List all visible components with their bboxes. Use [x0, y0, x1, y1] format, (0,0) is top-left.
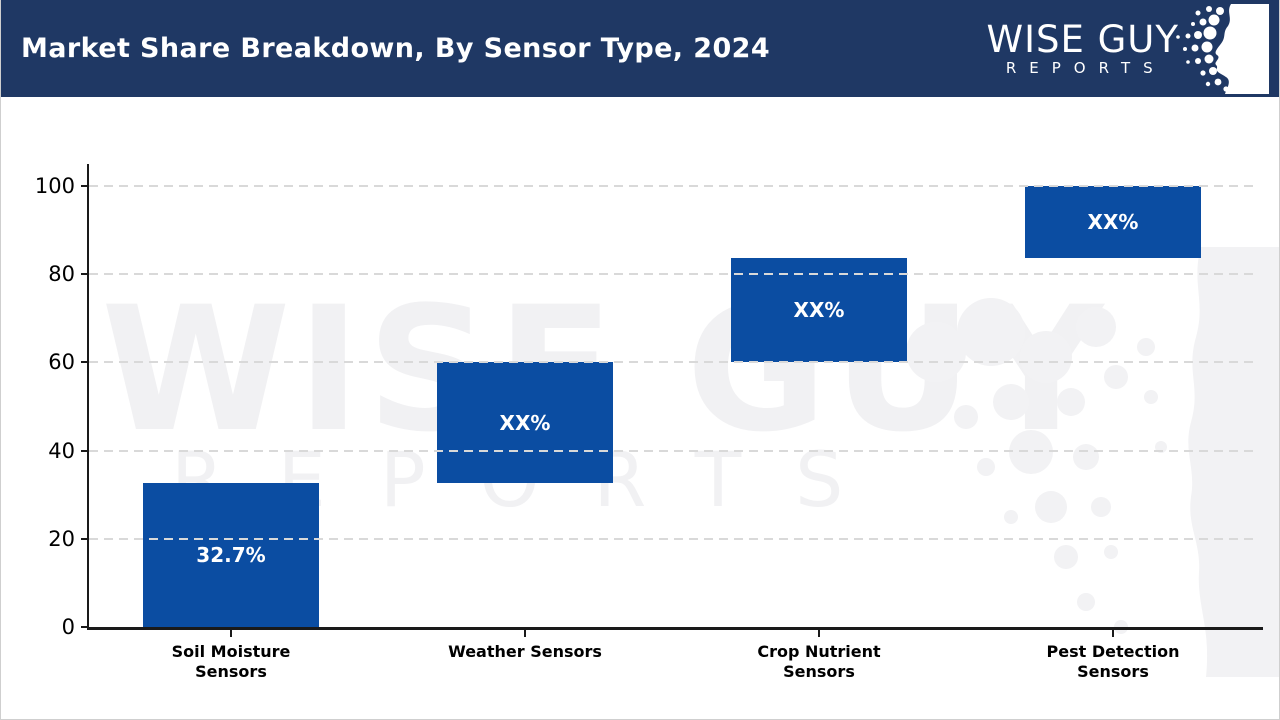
- y-axis-tick: [81, 537, 89, 540]
- bar-value-label: XX%: [793, 298, 845, 323]
- bar-value-label: 32.7%: [196, 542, 266, 567]
- y-tick-label: 40: [48, 438, 75, 463]
- y-axis-line: [87, 164, 89, 630]
- plot: 0 20 40 60 80 100 32.7% XX% XX% XX% Soil Moisture S…: [1, 97, 1279, 719]
- category-label: Crop Nutrient Sensors: [659, 642, 979, 682]
- brand-logo: WISE GUY REPORTS: [986, 3, 1269, 94]
- category-label-line: Weather Sensors: [448, 642, 602, 661]
- y-axis-tick: [81, 273, 89, 276]
- y-axis-tick: [81, 626, 89, 628]
- header: Market Share Breakdown, By Sensor Type, …: [1, 0, 1279, 97]
- y-axis-tick: [81, 361, 89, 364]
- category-label-line: Sensors: [195, 662, 267, 681]
- x-axis-line: [87, 627, 1263, 630]
- watermark-face-icon: [906, 247, 1279, 677]
- y-tick-label: 60: [48, 350, 75, 375]
- bar-segment: XX%: [1025, 186, 1201, 258]
- category-label-line: Crop Nutrient: [757, 642, 881, 661]
- x-axis-tick: [524, 630, 526, 637]
- y-axis-tick: [81, 185, 89, 187]
- gridline: [89, 185, 1253, 187]
- bar-value-label: XX%: [499, 410, 551, 435]
- bar-value-label: XX%: [1087, 209, 1139, 234]
- page-title: Market Share Breakdown, By Sensor Type, …: [21, 33, 770, 64]
- category-label: Weather Sensors: [365, 642, 685, 662]
- category-label-line: Sensors: [783, 662, 855, 681]
- gridline: [89, 273, 1253, 276]
- x-axis-tick: [1112, 630, 1114, 637]
- category-label-line: Soil Moisture: [171, 642, 291, 661]
- brand-logo-text: WISE GUY REPORTS: [986, 17, 1179, 77]
- bar-segment: XX%: [437, 362, 613, 483]
- bar-segment: 32.7%: [143, 482, 319, 627]
- category-label-line: Pest Detection: [1046, 642, 1180, 661]
- gridline: [89, 449, 1253, 452]
- y-tick-label: 80: [48, 262, 75, 287]
- gridline: [89, 537, 1253, 540]
- y-tick-label: 20: [48, 526, 75, 551]
- x-axis-tick: [818, 630, 820, 637]
- bar-segment: XX%: [731, 257, 907, 363]
- category-label: Pest Detection Sensors: [953, 642, 1273, 682]
- y-axis-tick: [81, 449, 89, 452]
- category-label-line: Sensors: [1077, 662, 1149, 681]
- brand-subtitle: REPORTS: [1005, 58, 1166, 77]
- gridline: [89, 361, 1253, 364]
- x-axis-tick: [230, 630, 232, 637]
- category-label: Soil Moisture Sensors: [71, 642, 391, 682]
- y-tick-label: 100: [34, 174, 75, 198]
- chart-area: WISE GUY REPORTS 02040608010032.7%XX%XX%…: [1, 97, 1279, 719]
- brand-face-icon: [1176, 3, 1269, 94]
- y-tick-label: 0: [61, 615, 75, 639]
- brand-name: WISE GUY: [986, 17, 1179, 61]
